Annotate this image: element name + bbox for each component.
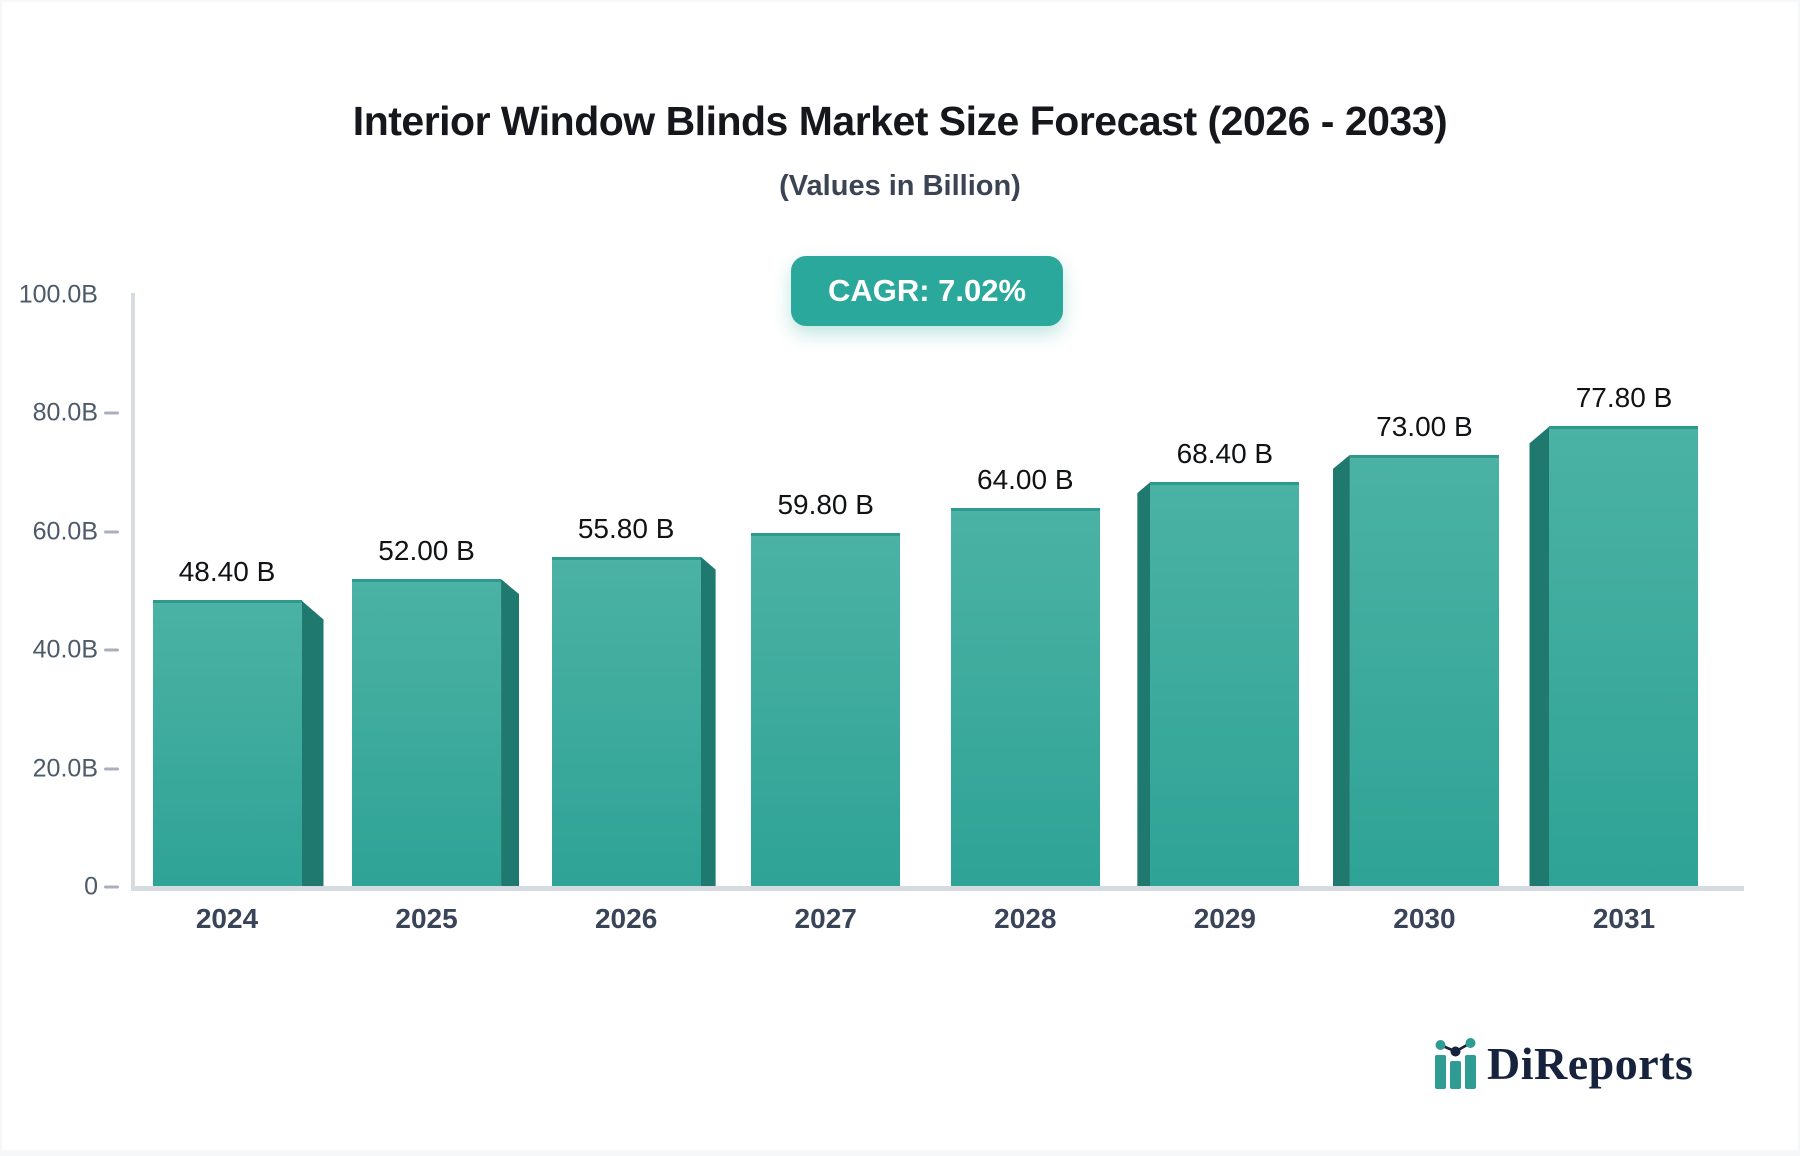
y-axis-label: 60.0B (32, 517, 98, 546)
logo-text: DiReports (1487, 1037, 1694, 1089)
y-axis-line (131, 293, 135, 890)
bar-2030 (1349, 454, 1499, 887)
bar-value-label: 68.40 B (1176, 438, 1274, 470)
cagr-badge: CAGR: 7.02% (791, 256, 1063, 326)
bar-2029 (1150, 482, 1300, 887)
y-axis-tick (104, 885, 119, 889)
x-axis-line (131, 886, 1744, 891)
y-axis-tick (104, 648, 119, 652)
bar-3d-side (1529, 426, 1550, 887)
direports-logo: DiReports (1433, 1030, 1693, 1096)
x-axis-label: 2024 (195, 903, 259, 934)
bar-2027 (751, 532, 901, 887)
x-axis-label: 2027 (794, 903, 857, 934)
chart-title: Interior Window Blinds Market Size Forec… (352, 98, 1448, 144)
x-axis-label: 2030 (1393, 903, 1456, 934)
chart-subtitle: (Values in Billion) (779, 170, 1021, 202)
y-axis-label: 80.0B (32, 398, 98, 427)
bar-value-label: 59.80 B (777, 488, 874, 520)
bar-value-label: 55.80 B (577, 512, 675, 544)
bar-2028 (950, 508, 1100, 887)
bar-value-label: 48.40 B (178, 556, 276, 588)
bar-2026 (551, 556, 701, 887)
x-axis-label: 2025 (395, 903, 458, 934)
bar-3d-side (1137, 482, 1151, 887)
y-axis-tick (104, 530, 119, 534)
x-axis-label: 2026 (594, 903, 658, 934)
bar-2024 (152, 600, 302, 887)
cagr-badge-label: CAGR: 7.02% (827, 273, 1027, 308)
x-axis-label: 2028 (994, 903, 1057, 934)
y-axis-tick (104, 411, 119, 415)
bar-value-label: 64.00 B (977, 464, 1074, 496)
y-axis-tick (104, 767, 119, 771)
y-axis-label: 0 (84, 872, 98, 901)
bar-value-label: 52.00 B (378, 535, 475, 567)
x-axis-label: 2029 (1193, 903, 1256, 934)
bar-3d-side (700, 556, 716, 887)
bar-3d-side (1332, 454, 1350, 887)
bar-2025 (352, 579, 502, 887)
y-axis-label: 40.0B (32, 635, 98, 664)
bar-3d-side (301, 600, 324, 887)
bar-value-label: 73.00 B (1376, 410, 1473, 442)
mini-bar-chart-icon (1435, 1038, 1476, 1089)
y-axis-label: 100.0B (18, 280, 98, 309)
bar-value-label: 77.80 B (1575, 382, 1673, 414)
y-axis-label: 20.0B (32, 754, 98, 783)
bar-2031 (1549, 426, 1699, 887)
x-axis-label: 2031 (1592, 903, 1656, 934)
bar-3d-side (501, 579, 520, 887)
